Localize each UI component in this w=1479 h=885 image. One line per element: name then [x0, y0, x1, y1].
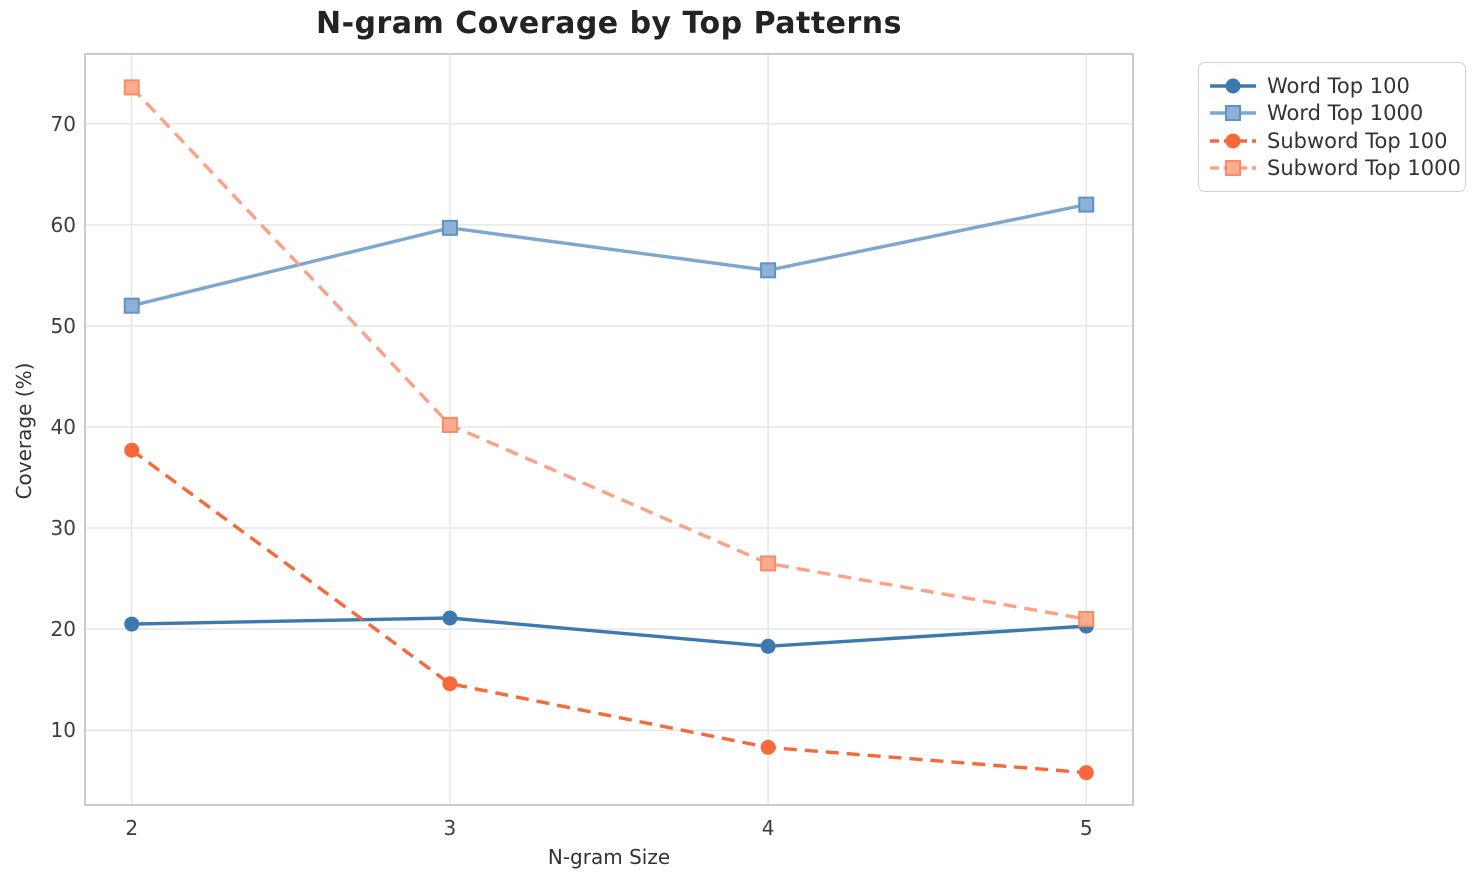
plot-area: [84, 53, 1134, 806]
x-tick-label: 5: [1079, 816, 1093, 840]
y-tick-label: 20: [50, 617, 76, 642]
y-tick-label: 40: [50, 414, 76, 439]
y-tick-label: 50: [50, 313, 76, 338]
legend: Word Top 100 Word Top 1000 Subword Top 1…: [1198, 62, 1466, 192]
legend-item: Subword Top 1000: [1209, 155, 1461, 181]
x-tick-label: 4: [761, 816, 775, 840]
x-tick-label: 2: [125, 816, 139, 840]
legend-label: Subword Top 1000: [1267, 155, 1461, 180]
x-tick-label: 3: [443, 816, 457, 840]
legend-label: Word Top 100: [1267, 74, 1410, 98]
legend-label: Word Top 1000: [1267, 101, 1424, 126]
y-tick-label: 30: [50, 516, 76, 541]
legend-swatch-subword-top-1000: [1210, 159, 1256, 176]
legend-label: Subword Top 100: [1267, 128, 1448, 153]
x-axis-label: N-gram Size: [547, 845, 671, 869]
y-tick-label: 70: [50, 111, 76, 136]
legend-swatch-subword-top-100: [1210, 133, 1256, 149]
y-tick-label: 10: [50, 718, 76, 743]
chart-title: N-gram Coverage by Top Patterns: [315, 6, 903, 41]
legend-swatch-word-top-100: [1210, 78, 1256, 94]
legend-item: Word Top 100: [1209, 73, 1453, 99]
legend-item: Word Top 1000: [1209, 100, 1453, 126]
y-tick-label: 60: [50, 212, 76, 237]
legend-swatch-word-top-1000: [1210, 105, 1256, 122]
legend-item: Subword Top 100: [1209, 128, 1453, 154]
